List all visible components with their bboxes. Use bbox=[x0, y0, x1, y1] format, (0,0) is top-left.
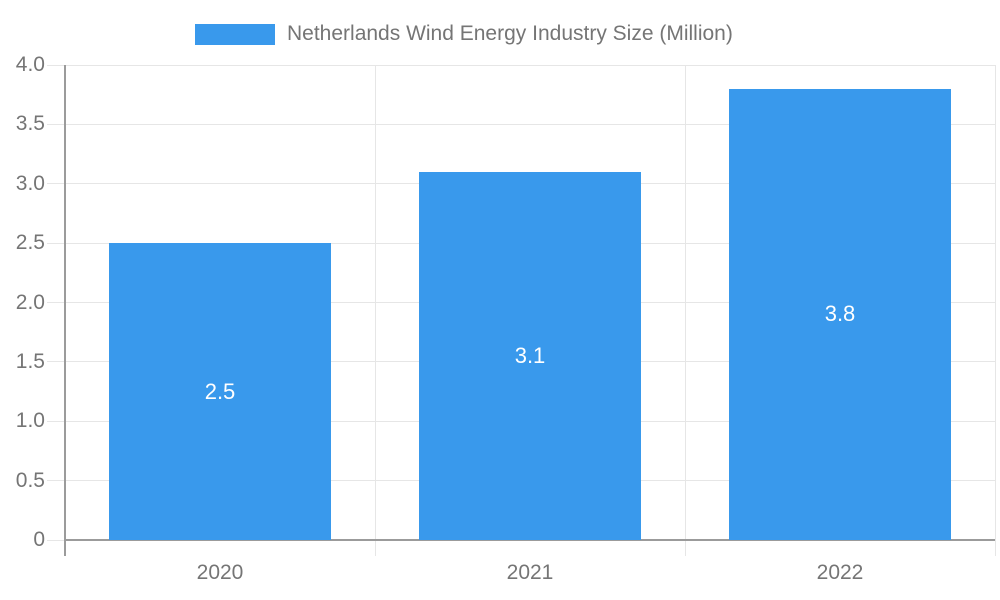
y-tick-label: 4.0 bbox=[15, 53, 45, 76]
y-tick-label: 3.0 bbox=[15, 171, 45, 195]
legend-label: Netherlands Wind Energy Industry Size (M… bbox=[287, 22, 733, 45]
x-tick-label: 2020 bbox=[196, 561, 244, 584]
x-tick-label: 2021 bbox=[506, 561, 554, 584]
y-tick bbox=[47, 64, 65, 66]
y-gridline bbox=[65, 64, 995, 66]
y-tick bbox=[47, 480, 65, 482]
x-gridline bbox=[684, 65, 686, 556]
y-tick-label: 0.5 bbox=[15, 468, 45, 492]
x-gridline bbox=[374, 65, 376, 556]
legend-swatch bbox=[195, 23, 275, 45]
y-tick bbox=[47, 361, 65, 363]
bar[interactable] bbox=[729, 88, 951, 540]
bar[interactable] bbox=[109, 243, 331, 540]
y-tick bbox=[47, 302, 65, 303]
y-tick-label: 1.0 bbox=[15, 409, 45, 433]
y-tick bbox=[47, 242, 65, 244]
y-gridline bbox=[65, 123, 995, 125]
y-gridline bbox=[65, 539, 995, 541]
legend[interactable]: Netherlands Wind Energy Industry Size (M… bbox=[195, 20, 733, 48]
y-axis-line bbox=[64, 65, 66, 556]
y-tick-label: 2.5 bbox=[15, 231, 45, 255]
bar[interactable] bbox=[419, 171, 641, 540]
y-tick bbox=[47, 183, 65, 185]
bar-value-label: 3.1 bbox=[514, 342, 546, 368]
bar-value-label: 2.5 bbox=[204, 378, 236, 404]
y-tick-label: 1.5 bbox=[15, 349, 45, 373]
y-tick-label: 2.0 bbox=[15, 290, 45, 314]
y-tick bbox=[47, 539, 65, 541]
y-tick-label: 0 bbox=[33, 528, 45, 551]
y-tick bbox=[47, 420, 65, 422]
x-gridline bbox=[994, 65, 996, 556]
x-tick-label: 2022 bbox=[816, 561, 864, 584]
y-tick bbox=[47, 123, 65, 125]
bar-value-label: 3.8 bbox=[824, 301, 856, 327]
y-tick-label: 3.5 bbox=[15, 112, 45, 136]
